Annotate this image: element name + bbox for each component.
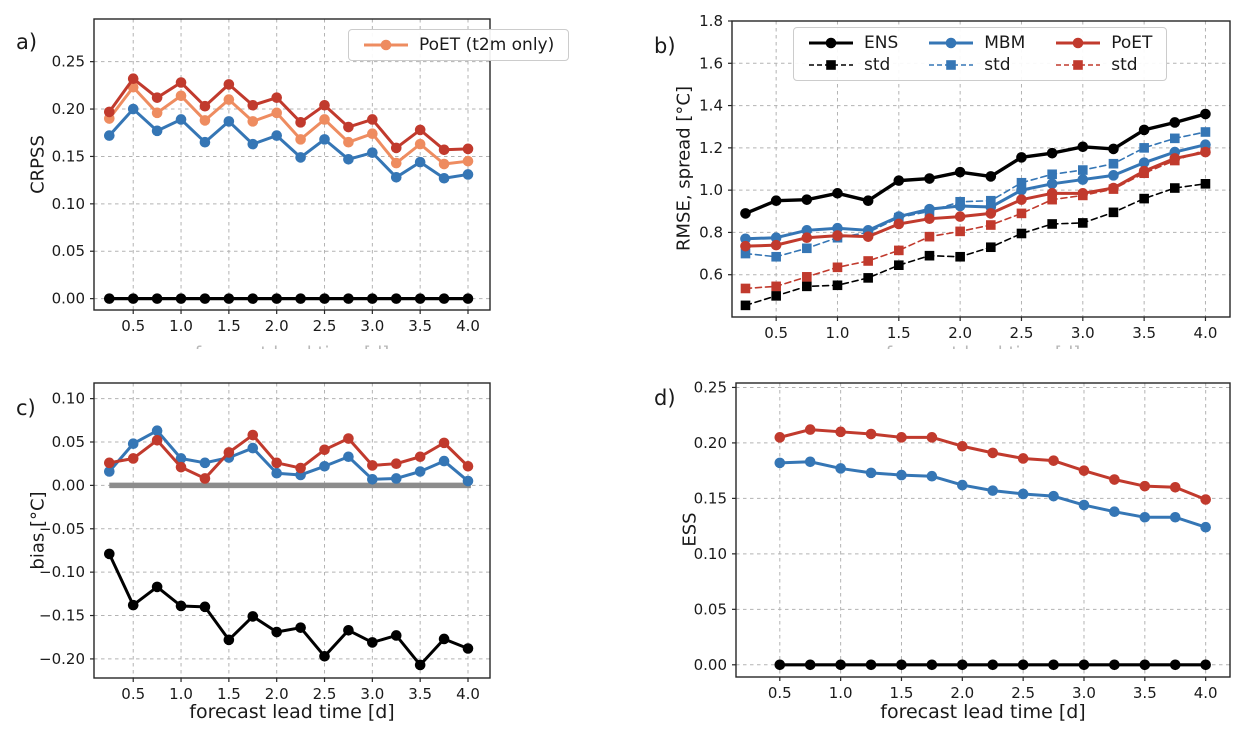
legend-entry-label: PoET (t2m only): [419, 35, 555, 55]
panel-a-letter: a): [16, 30, 38, 54]
svg-text:3.0: 3.0: [1071, 324, 1095, 342]
svg-text:0.15: 0.15: [694, 489, 727, 507]
svg-text:2.0: 2.0: [948, 324, 972, 342]
svg-text:1.0: 1.0: [829, 684, 853, 702]
svg-text:4.0: 4.0: [456, 317, 480, 335]
svg-text:0.20: 0.20: [52, 100, 85, 118]
svg-text:1.6: 1.6: [699, 54, 723, 72]
panel-a-plot: 0.5 1.0 1.5 2.0 2.5 3.0 3.5 4.0 0.00 0.05 0.10 0.15…: [52, 18, 491, 335]
svg-text:0.10: 0.10: [52, 390, 85, 408]
panel-b-plot: 0.5 1.0 1.5 2.0 2.5 3.0 3.5 4.0 0.6 0.8 1.0 1.2 1.4 1…: [699, 12, 1231, 342]
svg-text:1.0: 1.0: [169, 685, 193, 703]
svg-text:0.00: 0.00: [52, 290, 85, 308]
panel-c-xlabel: forecast lead time [d]: [189, 701, 395, 723]
svg-text:0.8: 0.8: [699, 223, 723, 241]
legend-entry: PoET: [1055, 33, 1152, 53]
svg-text:3.0: 3.0: [360, 317, 384, 335]
svg-text:4.0: 4.0: [1194, 324, 1218, 342]
legend-entry-label: MBM: [984, 33, 1026, 53]
svg-text:1.4: 1.4: [699, 97, 723, 115]
svg-text:3.0: 3.0: [360, 685, 384, 703]
legend-entry: MBM: [928, 33, 1025, 53]
svg-text:0.5: 0.5: [764, 324, 788, 342]
panel-d-letter: d): [654, 386, 676, 410]
svg-text:0.05: 0.05: [694, 600, 727, 618]
svg-text:2.5: 2.5: [1010, 324, 1034, 342]
svg-text:1.0: 1.0: [169, 317, 193, 335]
svg-text:−0.10: −0.10: [39, 563, 85, 581]
svg-text:1.8: 1.8: [699, 12, 723, 30]
panel-d-xlabel: forecast lead time [d]: [880, 701, 1086, 723]
svg-text:0.10: 0.10: [694, 545, 727, 563]
legend-entry: std: [928, 55, 1025, 75]
panel-b-ylabel: RMSE, spread [°C]: [673, 86, 695, 251]
svg-text:3.5: 3.5: [408, 685, 432, 703]
legend-entry-label: std: [1111, 55, 1138, 75]
panel-a-legend: PoET (t2m only): [348, 29, 570, 61]
svg-text:0.6: 0.6: [699, 266, 723, 284]
panel-c-letter: c): [16, 396, 36, 420]
svg-text:1.5: 1.5: [217, 317, 241, 335]
svg-text:1.0: 1.0: [826, 324, 850, 342]
legend-entry-label: std: [864, 55, 891, 75]
panel-d-plot: 0.5 1.0 1.5 2.0 2.5 3.0 3.5 4.0 0.00 0.05 0.10 0.15…: [694, 378, 1231, 702]
svg-text:−0.15: −0.15: [39, 607, 85, 625]
svg-text:0.15: 0.15: [52, 147, 85, 165]
svg-text:1.5: 1.5: [217, 685, 241, 703]
svg-text:3.5: 3.5: [408, 317, 432, 335]
svg-text:2.0: 2.0: [950, 684, 974, 702]
legend-entry-label: std: [984, 55, 1011, 75]
svg-text:4.0: 4.0: [456, 685, 480, 703]
svg-text:2.0: 2.0: [265, 685, 289, 703]
svg-text:0.5: 0.5: [768, 684, 792, 702]
svg-text:−0.05: −0.05: [39, 520, 85, 538]
panel-b-letter: b): [654, 34, 676, 58]
svg-text:0.05: 0.05: [52, 242, 85, 260]
legend-entry: std: [1055, 55, 1152, 75]
svg-text:2.0: 2.0: [265, 317, 289, 335]
svg-text:1.5: 1.5: [890, 684, 914, 702]
svg-text:0.25: 0.25: [694, 378, 727, 396]
svg-text:1.0: 1.0: [699, 181, 723, 199]
svg-text:0.5: 0.5: [121, 685, 145, 703]
panel-c-plot: 0.5 1.0 1.5 2.0 2.5 3.0 3.5 4.0 0.10 0.05 0.00 −0.0…: [39, 382, 491, 703]
svg-text:0.20: 0.20: [694, 434, 727, 452]
legend-entry-label: ENS: [864, 33, 899, 53]
svg-text:0.00: 0.00: [52, 476, 85, 494]
svg-text:4.0: 4.0: [1194, 684, 1218, 702]
svg-text:3.5: 3.5: [1133, 684, 1157, 702]
legend-entry: std: [808, 55, 898, 75]
svg-text:2.5: 2.5: [313, 685, 337, 703]
panel-b-cropped-xlabel: forecast lead time [d]: [863, 344, 1103, 349]
svg-text:3.0: 3.0: [1072, 684, 1096, 702]
svg-text:1.5: 1.5: [887, 324, 911, 342]
svg-text:0.00: 0.00: [694, 656, 727, 674]
svg-text:−0.20: −0.20: [39, 650, 85, 668]
svg-text:3.5: 3.5: [1132, 324, 1156, 342]
svg-text:0.25: 0.25: [52, 53, 85, 71]
legend-entry-label: PoET: [1111, 33, 1153, 53]
panel-a-ylabel: CRPSS: [27, 135, 49, 194]
legend-entry: PoET (t2m only): [363, 35, 554, 55]
panel-b-legend: ENS MBM PoET std std std: [793, 27, 1168, 81]
svg-text:0.05: 0.05: [52, 433, 85, 451]
panel-a-cropped-xlabel: forecast lead time [d]: [172, 344, 412, 349]
legend-entry: ENS: [808, 33, 898, 53]
svg-text:2.5: 2.5: [313, 317, 337, 335]
svg-text:0.5: 0.5: [121, 317, 145, 335]
svg-text:1.2: 1.2: [699, 139, 723, 157]
svg-text:0.10: 0.10: [52, 195, 85, 213]
svg-text:2.5: 2.5: [1011, 684, 1035, 702]
